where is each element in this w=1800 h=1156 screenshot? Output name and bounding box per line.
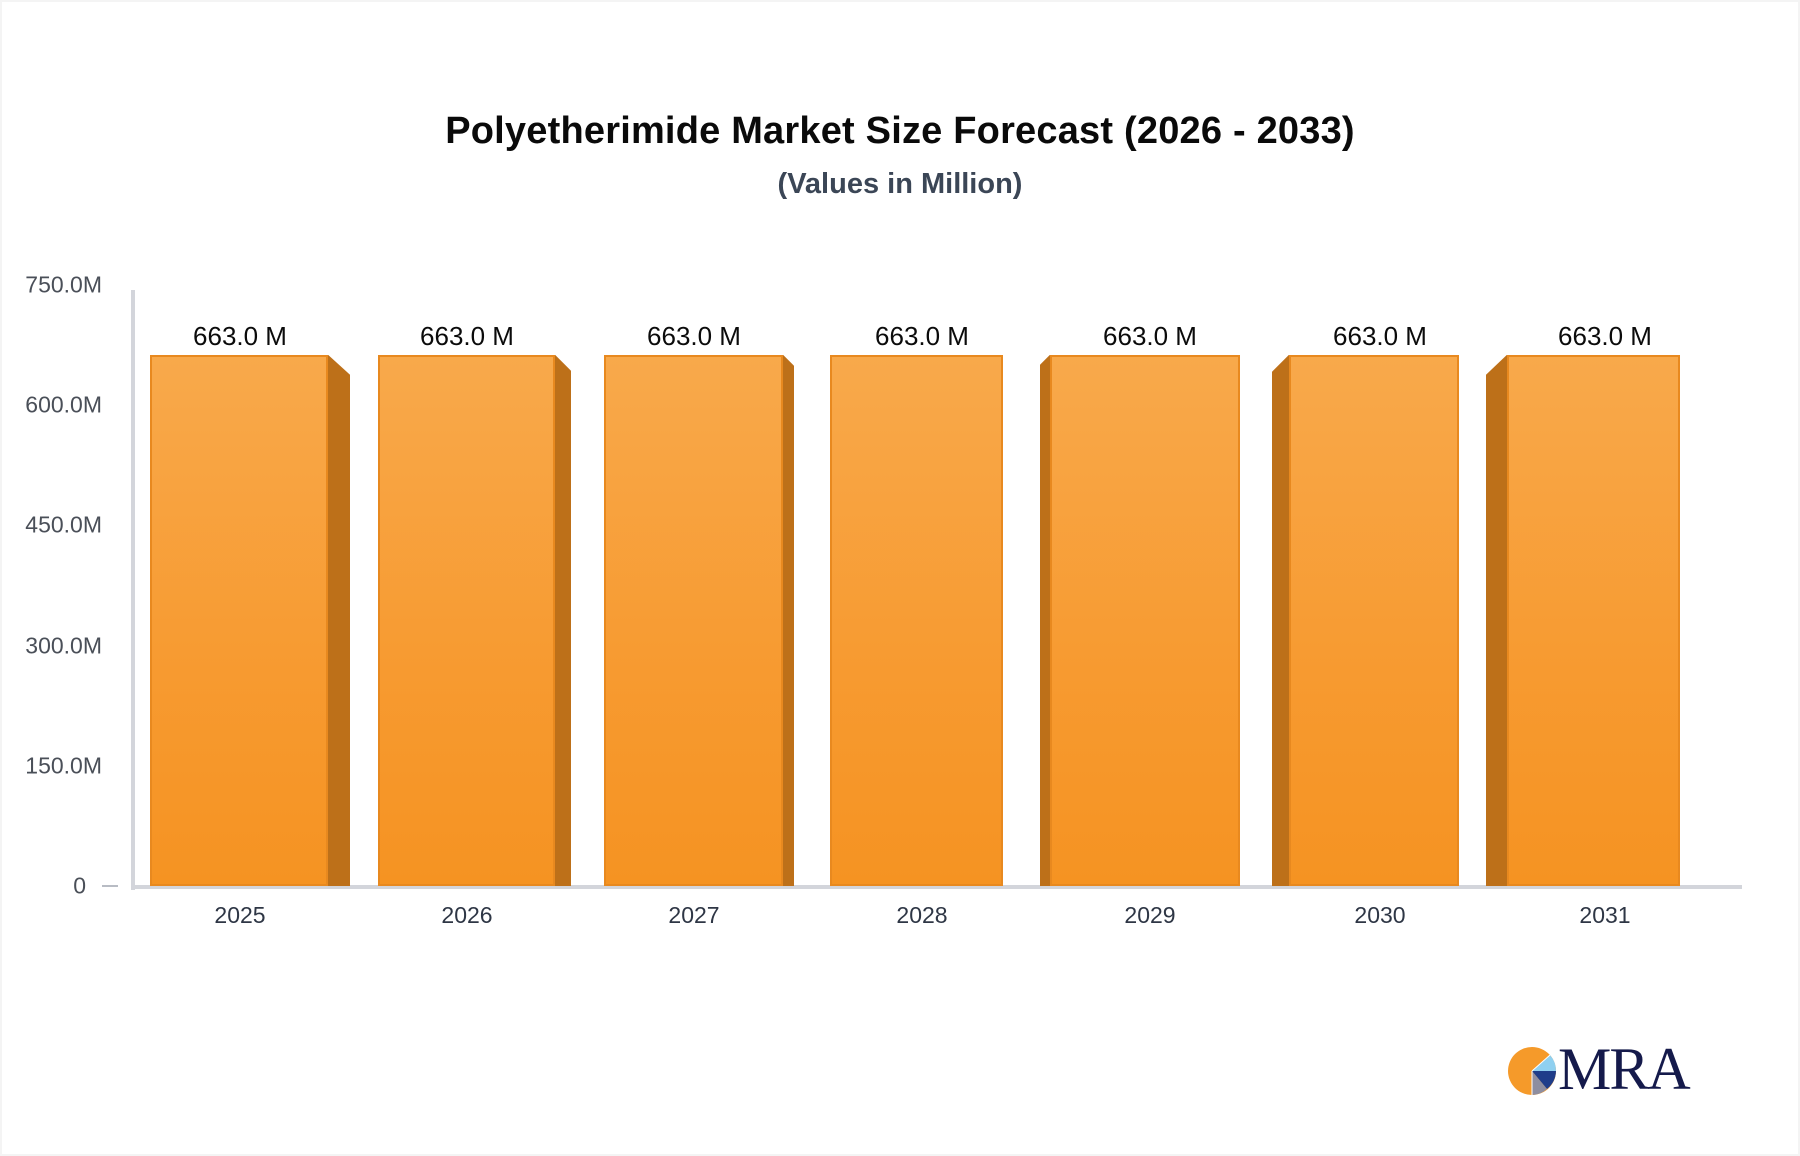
x-tick-label: 2029 [1124, 902, 1176, 928]
y-tick-label: 300.0M [25, 632, 102, 659]
chart-title: Polyetherimide Market Size Forecast (202… [445, 110, 1355, 152]
x-tick-label: 2027 [668, 902, 720, 928]
y-tick-label: 450.0M [25, 511, 102, 538]
logo-text: MRA [1558, 1036, 1691, 1102]
bar-2029[interactable] [1040, 354, 1240, 886]
bar-2027[interactable] [604, 354, 794, 886]
bar-front-face [1050, 354, 1240, 886]
chart-subtitle: (Values in Million) [777, 168, 1023, 200]
y-tick-label: 750.0M [25, 271, 102, 298]
bar-front-face [1289, 354, 1459, 886]
x-axis-line [131, 885, 1742, 889]
bar-value-label: 663.0 M [1558, 320, 1652, 351]
bar-value-label: 663.0 M [1103, 320, 1197, 351]
bar-front-face [604, 354, 783, 886]
bar-2028[interactable] [830, 354, 1003, 886]
bar-2026[interactable] [378, 354, 571, 886]
x-tick-label: 2030 [1354, 902, 1406, 928]
bar-side-face [1486, 354, 1507, 886]
bar-front-face [378, 354, 555, 886]
x-tick-label: 2031 [1579, 902, 1631, 928]
y-tick-label: 0 [73, 872, 86, 899]
bar-side-face [783, 354, 794, 886]
y-tick-label: 150.0M [25, 752, 102, 779]
pie-chart-logo-icon [1508, 1047, 1557, 1095]
bar-side-face [1272, 354, 1289, 886]
bar-value-label: 663.0 M [875, 320, 969, 351]
x-tick-label: 2026 [441, 902, 493, 928]
y-zero-tick-mark [102, 885, 118, 887]
x-tick-label: 2028 [896, 902, 948, 928]
bar-value-label: 663.0 M [420, 320, 514, 351]
y-axis-line [131, 290, 135, 890]
bar-side-face [1040, 354, 1050, 886]
y-tick-label: 600.0M [25, 391, 102, 418]
bar-front-face [1507, 354, 1680, 886]
bar-side-face [555, 354, 571, 886]
bar-value-label: 663.0 M [193, 320, 287, 351]
x-tick-label: 2025 [214, 902, 266, 928]
bar-front-face [150, 354, 328, 886]
bar-side-face [328, 354, 350, 886]
bar-2030[interactable] [1272, 354, 1459, 886]
bar-2031[interactable] [1486, 354, 1680, 886]
bar-front-face [830, 354, 1003, 886]
mra-logo: MRA [1506, 1036, 1696, 1102]
bar-value-label: 663.0 M [647, 320, 741, 351]
bar-value-label: 663.0 M [1333, 320, 1427, 351]
bar-2025[interactable] [150, 354, 350, 886]
